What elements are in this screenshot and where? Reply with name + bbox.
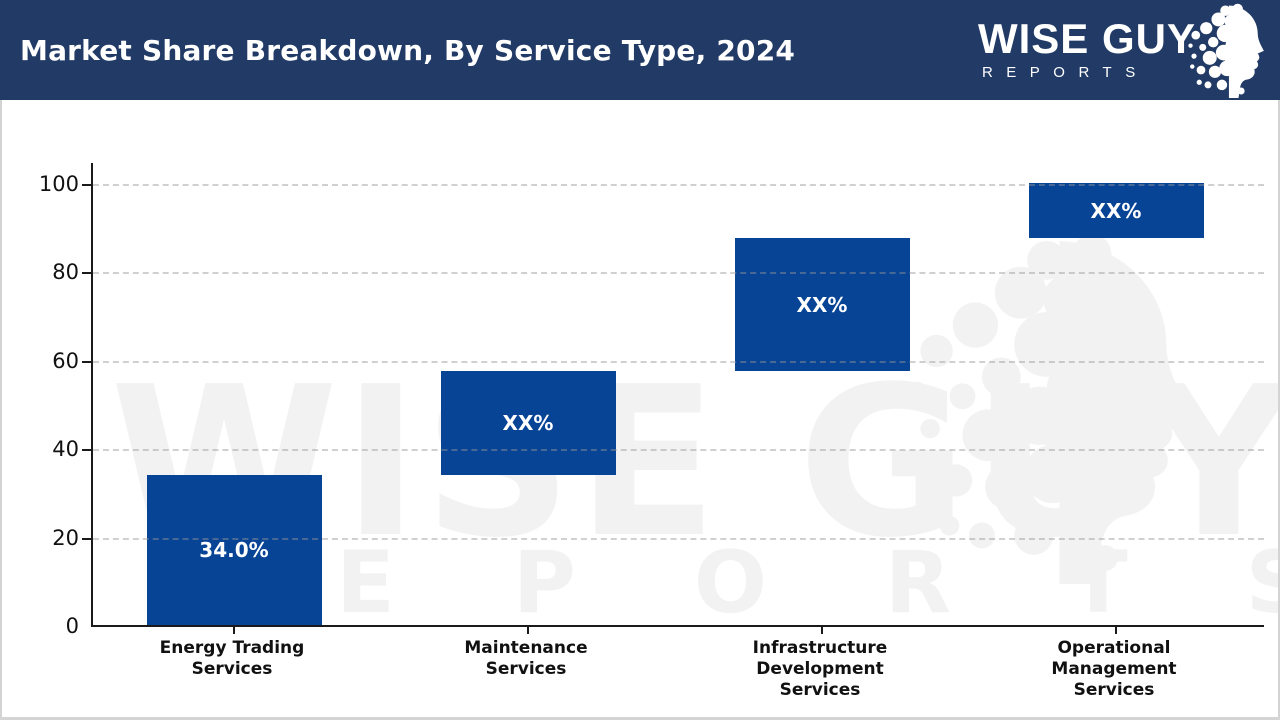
y-tick-mark [82, 537, 91, 540]
y-tick-label: 60 [52, 348, 79, 373]
logo-text: WISE GUY REPORTS [978, 17, 1196, 83]
gridline [93, 184, 1264, 187]
x-tick-mark [821, 625, 823, 634]
y-tick-mark [82, 272, 91, 275]
y-tick-mark [82, 449, 91, 452]
watermark-head-icon [909, 234, 1190, 584]
chart-canvas: WISE GUY R E P O R T S 34.0% XX% XX% XX% En… [0, 100, 1280, 720]
x-tick-mark [1115, 625, 1117, 634]
y-tick-mark [82, 360, 91, 363]
y-tick-label: 20 [52, 525, 79, 550]
x-category-label: Maintenance Services [464, 638, 588, 679]
x-tick-mark [527, 625, 529, 634]
gridline [93, 449, 1264, 452]
plot-area: 34.0% XX% XX% XX% [82, 163, 1264, 634]
gridline [93, 272, 1264, 275]
bar-segment: XX% [440, 370, 616, 475]
x-tick-mark [233, 625, 235, 634]
bar-segment: XX% [734, 238, 910, 371]
x-category-label: Infrastructure Development Services [752, 638, 888, 700]
bar-segment: XX% [1028, 183, 1204, 239]
gridline [93, 537, 1264, 540]
x-category-label: Energy Trading Services [159, 638, 305, 679]
bar-value-label: XX% [1090, 198, 1142, 223]
y-tick-label: 80 [52, 260, 79, 285]
gridline [93, 360, 1264, 363]
dotted-head-icon [1188, 3, 1264, 98]
logo-wordmark: WISE GUY [977, 15, 1196, 62]
bar-segment: 34.0% [146, 474, 322, 625]
bar-value-label: XX% [796, 292, 848, 317]
logo-subtitle: REPORTS [981, 64, 1149, 81]
y-tick-mark [82, 184, 91, 187]
x-category-label: Operational Management Services [1051, 638, 1177, 700]
y-tick-label: 100 [38, 172, 79, 197]
header-bar: Market Share Breakdown, By Service Type,… [0, 0, 1280, 100]
wise-guy-reports-logo: WISE GUY REPORTS [978, 3, 1268, 98]
y-tick-label: 40 [52, 437, 79, 462]
bar-value-label: 34.0% [199, 537, 269, 562]
y-tick-label: 0 [65, 614, 79, 638]
page-title: Market Share Breakdown, By Service Type,… [20, 33, 796, 67]
bar-value-label: XX% [502, 410, 554, 435]
